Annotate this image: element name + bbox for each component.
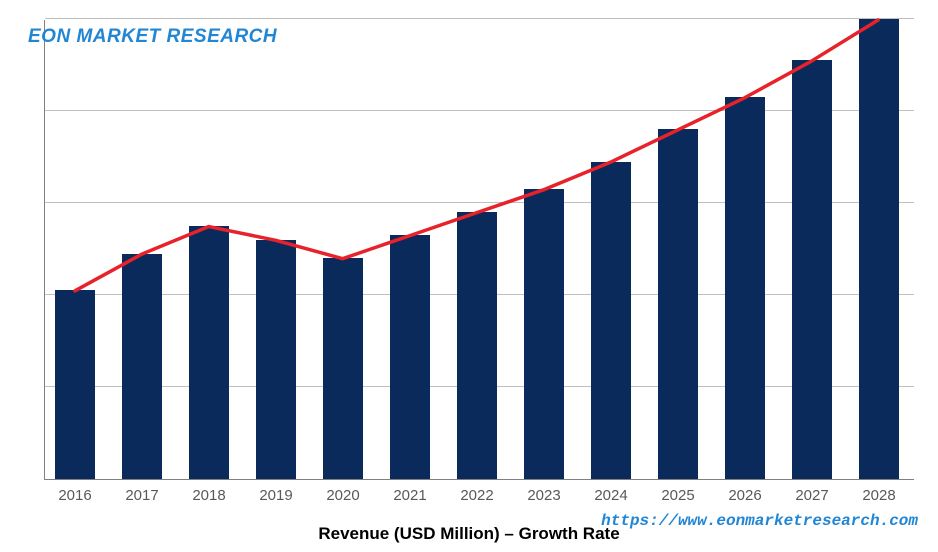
- x-axis-label: 2019: [259, 487, 292, 504]
- trend-line-layer: [45, 20, 914, 479]
- x-axis-label: 2018: [192, 487, 225, 504]
- brand-watermark-top: EON MARKET RESEARCH: [28, 26, 277, 48]
- x-axis-label: 2024: [594, 487, 627, 504]
- x-axis-label: 2017: [125, 487, 158, 504]
- x-axis-label: 2026: [728, 487, 761, 504]
- x-axis-label: 2025: [661, 487, 694, 504]
- x-axis-label: 2020: [326, 487, 359, 504]
- chart-container: EON MARKET RESEARCH 20162017201820192020…: [0, 0, 938, 552]
- x-axis-label: 2016: [58, 487, 91, 504]
- brand-watermark-bottom: https://www.eonmarketresearch.com: [601, 512, 918, 530]
- x-axis-label: 2021: [393, 487, 426, 504]
- x-axis-label: 2023: [527, 487, 560, 504]
- gridline: [45, 18, 914, 19]
- x-axis-label: 2028: [862, 487, 895, 504]
- plot-area: 2016201720182019202020212022202320242025…: [44, 20, 914, 480]
- growth-rate-line: [75, 20, 878, 291]
- x-axis-label: 2027: [795, 487, 828, 504]
- x-axis-label: 2022: [460, 487, 493, 504]
